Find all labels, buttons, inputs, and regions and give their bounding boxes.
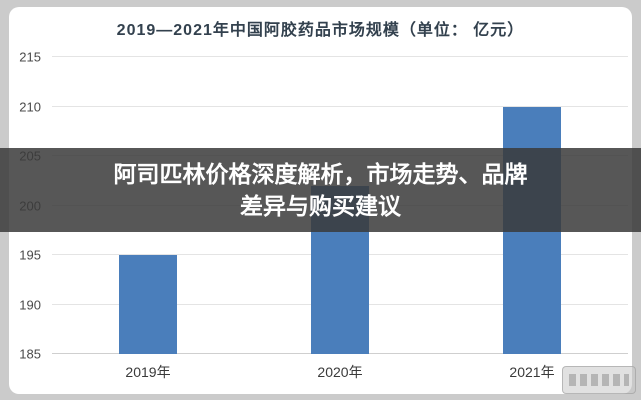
headline-overlay: 阿司匹林价格深度解析，市场走势、品牌 差异与购买建议 xyxy=(0,148,641,232)
gridline xyxy=(52,105,628,107)
x-axis: 2019年 2020年 2021年 xyxy=(52,362,628,382)
headline-line2: 差异与购买建议 xyxy=(240,193,401,219)
x-tick-label: 2019年 xyxy=(125,364,171,380)
bar-2019年 xyxy=(119,255,177,354)
y-tick-label: 195 xyxy=(19,247,41,263)
gridline xyxy=(52,56,628,57)
y-tick-label: 215 xyxy=(19,49,41,65)
y-tick-label: 210 xyxy=(19,99,41,114)
y-tick-label: 190 xyxy=(19,297,41,312)
headline-line1: 阿司匹林价格深度解析，市场走势、品牌 xyxy=(113,160,528,187)
watermark-badge xyxy=(562,366,636,394)
watermark-texture xyxy=(569,374,629,386)
x-tick-label: 2021年 xyxy=(509,364,555,380)
chart-title: 2019—2021年中国阿胶药品市场规模（单位： 亿元） xyxy=(116,22,525,39)
y-tick-label: 185 xyxy=(19,346,41,362)
x-tick-label: 2020年 xyxy=(317,364,363,380)
